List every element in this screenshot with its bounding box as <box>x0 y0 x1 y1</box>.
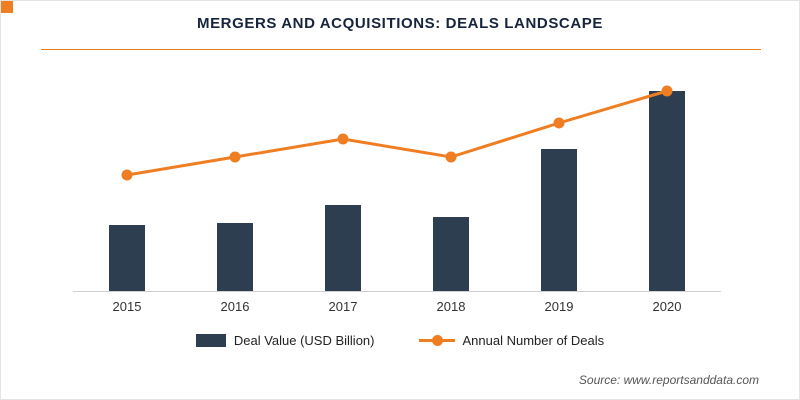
x-axis-label-2017: 2017 <box>328 299 358 314</box>
x-axis-label-2018: 2018 <box>436 299 466 314</box>
line-series <box>121 85 673 181</box>
bar-swatch-icon <box>195 334 226 347</box>
bar-2019 <box>541 149 577 291</box>
legend-item-annual-deals: Annual Number of Deals <box>418 333 605 348</box>
x-axis-label-2016: 2016 <box>220 299 250 314</box>
x-axis-labels: 2015 2016 2017 2018 2019 2020 <box>73 299 721 319</box>
bar-2016 <box>217 223 253 291</box>
line-marker-icon <box>431 335 443 346</box>
x-axis-label-2019: 2019 <box>544 299 574 314</box>
x-axis-label-2020: 2020 <box>652 299 682 314</box>
legend-label-annual-deals: Annual Number of Deals <box>462 333 605 348</box>
bar-2018 <box>433 217 469 291</box>
legend: Deal Value (USD Billion) Annual Number o… <box>1 333 799 348</box>
corner-accent <box>1 1 13 13</box>
plot-area <box>73 71 721 292</box>
bar-2020 <box>649 91 685 291</box>
line-swatch-icon <box>418 335 455 346</box>
bar-2015 <box>109 225 145 291</box>
bar-series <box>73 71 721 291</box>
chart-title: MERGERS AND ACQUISITIONS: DEALS LANDSCAP… <box>196 15 603 32</box>
bar-2017 <box>325 205 361 291</box>
legend-label-deal-value: Deal Value (USD Billion) <box>233 333 375 348</box>
x-axis-label-2015: 2015 <box>112 299 142 314</box>
title-divider <box>41 49 761 50</box>
source-credit: Source: www.reportsanddata.com <box>578 373 759 387</box>
legend-item-deal-value: Deal Value (USD Billion) <box>195 333 375 348</box>
